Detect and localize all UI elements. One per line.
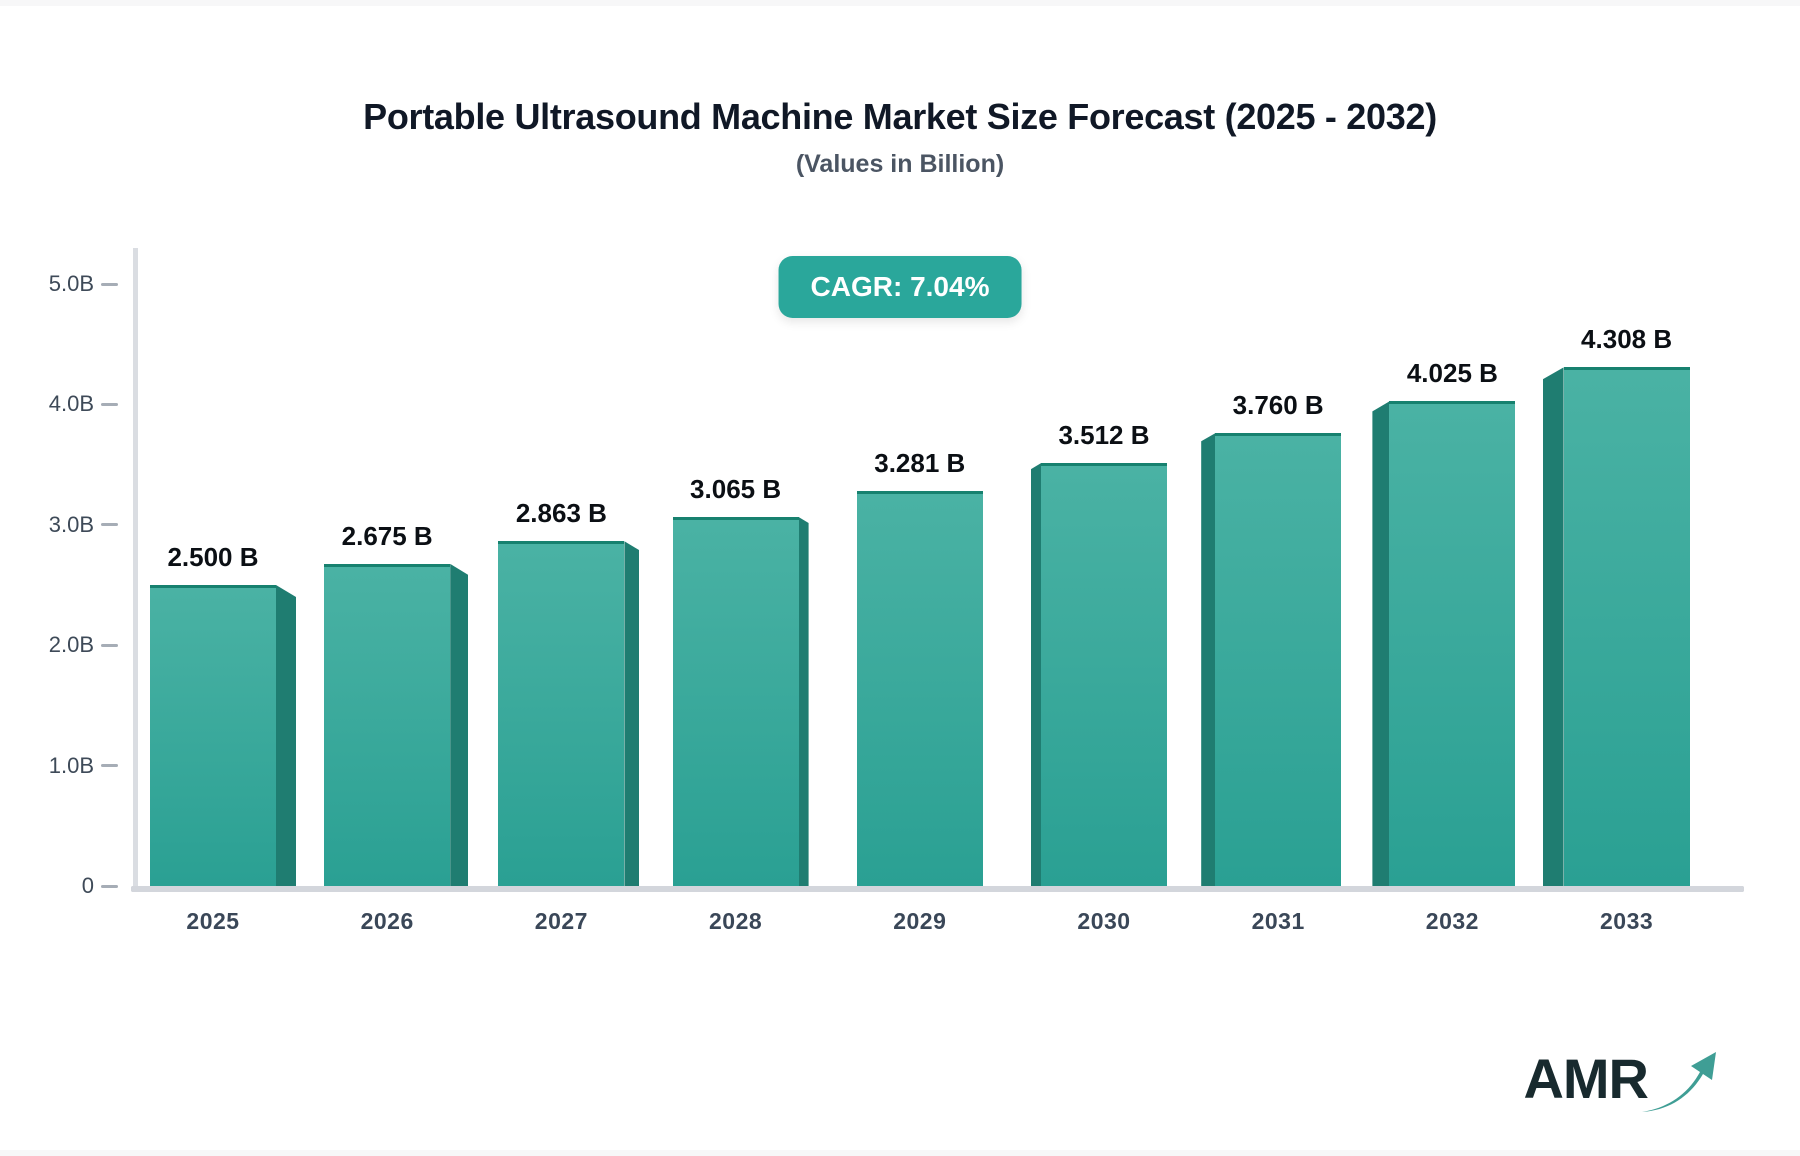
bar-side-face [276,585,296,886]
bar-value-label: 3.512 B [1058,420,1150,451]
x-axis-label: 2031 [1251,908,1305,934]
bar-face-2031 [1215,433,1342,886]
x-axis-label: 2027 [534,908,588,934]
bar-value-label: 2.675 B [341,520,433,551]
x-axis-label: 2026 [360,908,414,934]
y-axis-line [133,248,138,892]
y-tick-dash [101,523,118,527]
bar-face-2032 [1389,401,1516,886]
y-tick-label: 2.0B [48,632,94,658]
bar-side-face [1542,367,1564,886]
bar-value-label: 2.863 B [515,498,607,529]
y-tick-label: 5.0B [48,271,94,296]
y-tick-dash [101,402,118,406]
bar-value-label: 4.025 B [1406,358,1498,389]
bar-value-label: 4.308 B [1581,324,1673,355]
x-axis-line [131,886,1744,892]
bar-face-2033 [1563,367,1690,886]
bar-face-2030 [1041,463,1167,886]
bar-side-face [450,563,469,886]
growth-arrow-icon [1642,1052,1716,1112]
bar-side-face [1031,463,1041,886]
y-tick-label: 0 [81,873,94,898]
y-tick-dash [101,643,118,647]
bar-face-2025 [150,585,276,886]
chart-title: Portable Ultrasound Machine Market Size … [363,96,1437,137]
chart-subtitle: (Values in Billion) [795,150,1005,178]
amr-logo-text: AMR [1523,1046,1649,1110]
y-tick-label: 1.0B [48,752,94,778]
bar-side-face [624,541,640,886]
bar-value-label: 3.065 B [690,473,782,504]
x-axis-label: 2033 [1600,908,1654,934]
y-tick-dash [101,764,118,768]
bar-face-2026 [324,563,451,886]
bar-face-2029 [856,490,983,886]
x-axis-label: 2029 [893,908,947,934]
y-tick-label: 3.0B [48,511,94,537]
bar-value-label: 3.760 B [1232,390,1324,421]
cagr-badge: CAGR: 7.04% [778,256,1022,318]
bar-face-2027 [498,541,625,886]
x-axis-label: 2030 [1077,908,1131,934]
y-tick-dash [101,282,118,286]
y-tick-dash [101,884,118,888]
amr-logo: AMR [1523,1040,1718,1116]
bar-side-face [1372,401,1390,886]
x-axis-label: 2025 [186,908,240,934]
top-edge-strip [0,0,1800,6]
x-axis-label: 2032 [1425,908,1479,934]
bar-value-label: 2.500 B [167,542,259,572]
bar-value-label: 3.281 B [874,447,966,478]
x-axis-label: 2028 [709,908,763,934]
y-tick-label: 4.0B [48,391,94,417]
bar-face-2028 [672,516,799,886]
bottom-edge-strip [0,1150,1800,1156]
bar-side-face [798,516,809,886]
bar-side-face [1201,433,1216,886]
